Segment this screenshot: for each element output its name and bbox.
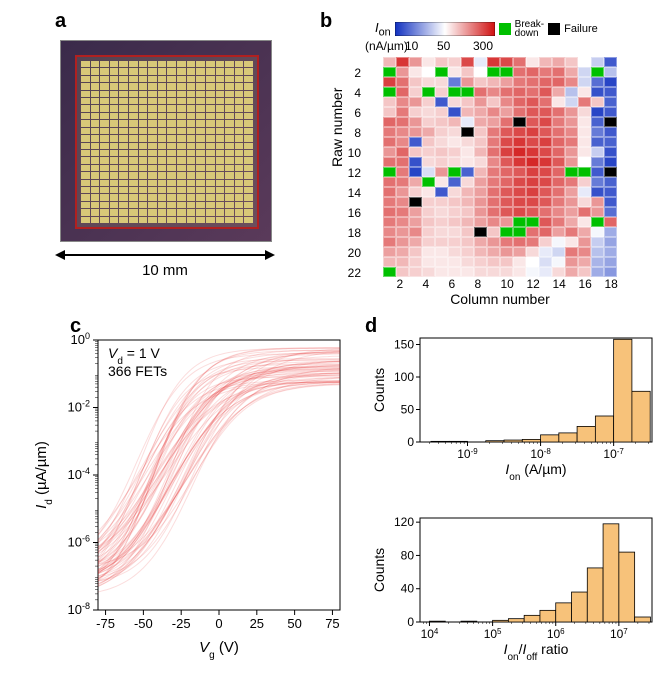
legend-unit: (nA/µm) [365,39,408,53]
svg-text:366 FETs: 366 FETs [108,363,167,379]
histograms: 0 50 100 150 10-9 10-8 10-7 Counts Ion (A/µm) 0 40… [370,320,660,670]
svg-text:120: 120 [394,515,414,529]
svg-text:106: 106 [547,627,565,642]
panel-a-device-grid [75,55,259,229]
svg-text:-25: -25 [172,616,191,631]
cbar-tick: 50 [437,39,450,53]
panel-c: 10-8 10-6 10-4 10-2 100 -75 -50 -25 0 25 50 75 Vg (V… [30,320,350,670]
svg-text:50: 50 [401,403,415,417]
colorbar [395,22,495,36]
panel-label-a: a [55,10,66,33]
svg-text:Counts: Counts [371,368,387,412]
svg-text:100: 100 [394,370,414,384]
svg-text:150: 150 [394,338,414,352]
heatmap-xticks: 24681012141618 [383,277,655,291]
svg-text:Ion/Ioff ratio: Ion/Ioff ratio [504,641,569,663]
svg-text:75: 75 [325,616,339,631]
svg-text:25: 25 [250,616,264,631]
colorbar-ticks: (nA/µm) 10 50 300 [395,39,495,53]
transfer-curves-chart: 10-8 10-6 10-4 10-2 100 -75 -50 -25 0 25 50 75 Vg (V… [30,320,350,660]
svg-text:107: 107 [610,627,628,642]
svg-text:Id (µA/µm): Id (µA/µm) [33,441,55,509]
failure-swatch [548,23,560,35]
svg-text:Counts: Counts [371,548,387,592]
legend-ion-label: Ion [375,20,391,39]
svg-text:105: 105 [484,627,502,642]
cbar-tick: 10 [405,39,418,53]
svg-text:Vg (V): Vg (V) [199,639,239,660]
svg-text:40: 40 [401,582,415,596]
heatmap-ylabel: Raw number [329,87,345,166]
breakdown-label: Break- down [515,20,544,38]
panel-d: 0 50 100 150 10-9 10-8 10-7 Counts Ion (A/µm) 0 40… [370,320,660,670]
svg-text:100: 100 [71,331,90,347]
svg-text:10-6: 10-6 [68,534,90,550]
heatmap-grid [383,57,655,277]
svg-text:10-8: 10-8 [530,447,551,462]
svg-text:10-2: 10-2 [68,399,90,415]
svg-text:0: 0 [407,435,414,449]
heatmap-xlabel: Column number [383,291,617,307]
breakdown-swatch [499,23,511,35]
figure-root: a 10 mm b Ion Break- down Failure (nA/µm… [0,0,666,683]
svg-text:10-8: 10-8 [68,601,90,617]
heatmap-legend: Ion Break- down Failure [375,20,655,39]
panel-b: Ion Break- down Failure (nA/µm) 10 50 30… [335,20,655,307]
svg-text:-50: -50 [134,616,153,631]
svg-text:0: 0 [407,615,414,629]
svg-text:Ion (A/µm): Ion (A/µm) [505,461,566,483]
svg-text:80: 80 [401,548,415,562]
svg-text:10-9: 10-9 [457,447,478,462]
svg-text:50: 50 [287,616,301,631]
svg-text:0: 0 [215,616,222,631]
svg-text:104: 104 [421,627,439,642]
svg-text:10-7: 10-7 [603,447,624,462]
panel-label-b: b [320,10,332,33]
panel-a-scalebar-label: 10 mm [55,262,275,279]
svg-text:10-4: 10-4 [68,466,90,482]
cbar-tick: 300 [473,39,493,53]
svg-text:-75: -75 [96,616,115,631]
failure-label: Failure [564,23,598,35]
